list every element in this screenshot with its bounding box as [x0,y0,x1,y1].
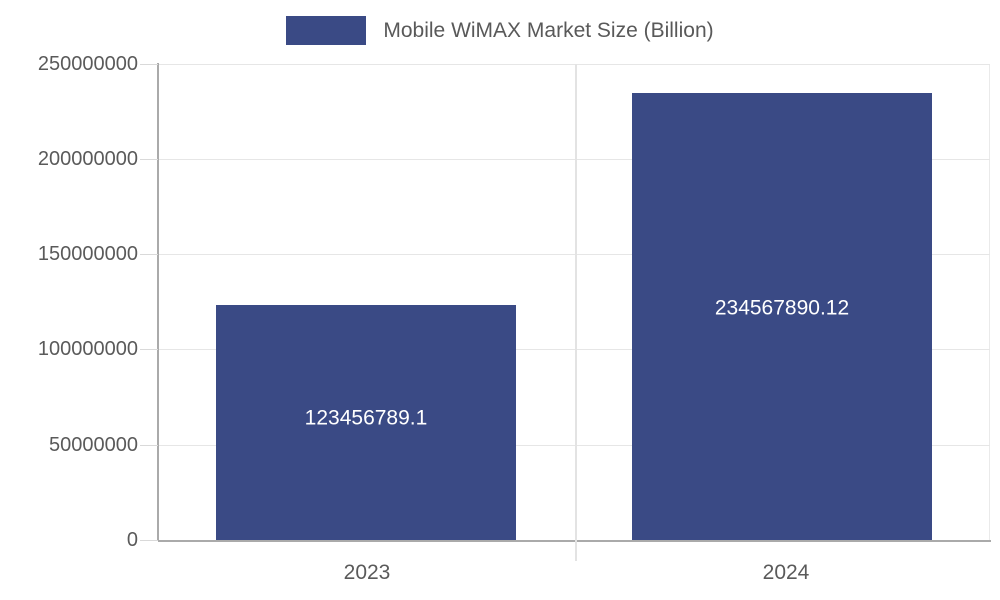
gridline-200000000 [158,159,990,160]
y-tick-mark-0 [140,540,158,541]
y-axis-tick-label-100000000: 100000000 [37,338,138,360]
bar-2023[interactable] [215,304,517,540]
x-axis-line [158,540,991,542]
legend-label: Mobile WiMAX Market Size (Billion) [383,18,714,42]
y-axis-line [157,63,159,541]
gridline-150000000 [158,254,990,255]
bar-value-label-2023: 123456789.1 [304,406,428,430]
y-axis-tick-label-200000000: 200000000 [37,148,138,170]
x-axis-tick-label-2023: 2023 [343,561,391,584]
y-axis-tick-label-0: 0 [126,529,138,551]
gridline-50000000 [158,445,990,446]
y-tick-mark-250000000 [140,64,158,65]
y-axis-tick-label-150000000: 150000000 [37,243,138,265]
y-tick-mark-100000000 [140,349,158,350]
legend-item-mobile-wimax-market-size[interactable]: Mobile WiMAX Market Size (Billion) [286,15,714,45]
y-tick-mark-200000000 [140,159,158,160]
gridline-250000000 [158,64,990,65]
y-axis-tick-label-250000000: 250000000 [37,53,138,75]
y-tick-mark-150000000 [140,254,158,255]
bar-value-label-2024: 234567890.12 [714,296,850,320]
chart-legend: Mobile WiMAX Market Size (Billion) [0,0,1000,60]
legend-color-swatch-icon [286,15,367,45]
bar-2024[interactable] [631,93,933,540]
x-axis-tick-label-2024: 2024 [762,561,810,584]
y-tick-mark-50000000 [140,445,158,446]
category-divider [575,64,577,561]
y-axis-tick-label-50000000: 50000000 [49,434,138,456]
plot-area [158,64,990,540]
gridline-100000000 [158,349,990,350]
